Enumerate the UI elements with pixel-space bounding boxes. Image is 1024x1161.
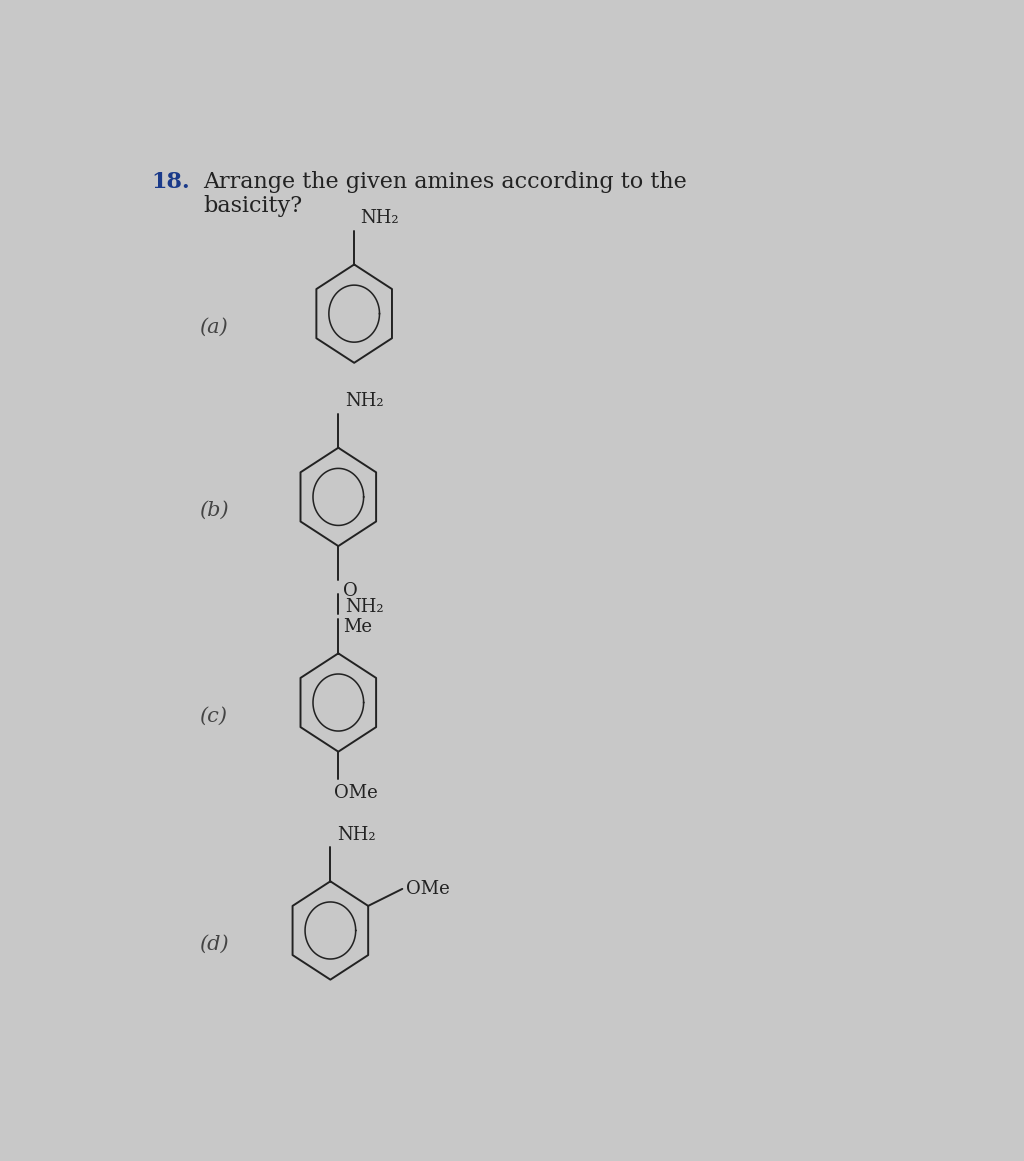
Text: Me: Me (343, 618, 372, 635)
Text: (c): (c) (200, 706, 227, 726)
Text: NH₂: NH₂ (345, 598, 383, 615)
Text: 18.: 18. (152, 171, 190, 193)
Text: OMe: OMe (334, 784, 378, 802)
Text: O: O (343, 582, 357, 600)
Text: Arrange the given amines according to the: Arrange the given amines according to th… (204, 171, 687, 193)
Text: (b): (b) (200, 500, 229, 520)
Text: (d): (d) (200, 935, 229, 953)
Text: (a): (a) (200, 318, 228, 337)
Text: NH₂: NH₂ (337, 825, 376, 844)
Text: OMe: OMe (407, 880, 450, 897)
Text: NH₂: NH₂ (360, 209, 399, 226)
Text: NH₂: NH₂ (345, 392, 383, 410)
Text: basicity?: basicity? (204, 195, 302, 217)
